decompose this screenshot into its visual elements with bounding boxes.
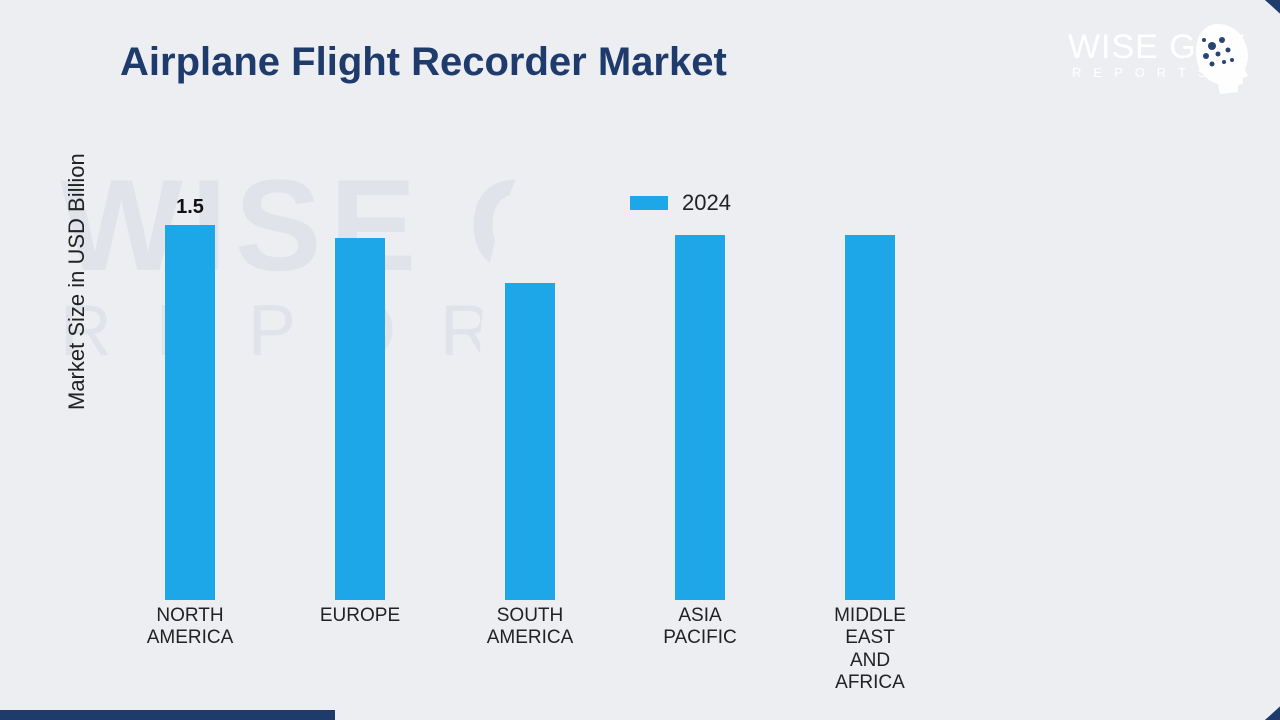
y-axis-label: Market Size in USD Billion bbox=[64, 153, 90, 410]
brand-logo: WISE GUY REPORTS bbox=[1068, 28, 1246, 80]
bar-value-label: 1.5 bbox=[130, 196, 250, 219]
category-label: ASIAPACIFIC bbox=[620, 605, 780, 650]
bottom-accent-strip bbox=[0, 710, 335, 720]
bar-slot: 1.5 bbox=[165, 200, 215, 600]
bar-slot bbox=[505, 200, 555, 600]
category-label: NORTHAMERICA bbox=[110, 605, 270, 650]
chart-title: Airplane Flight Recorder Market bbox=[120, 40, 727, 85]
bar-slot bbox=[335, 200, 385, 600]
bar bbox=[675, 235, 725, 600]
brand-side-panel bbox=[960, 0, 1280, 720]
bar bbox=[505, 283, 555, 601]
plot-area: 1.5NORTHAMERICAEUROPESOUTHAMERICAASIAPAC… bbox=[110, 200, 930, 600]
chart-canvas: WISE GUY REPORTS WISE GUY REPORTS Airpla… bbox=[0, 0, 1280, 720]
bar bbox=[165, 225, 215, 600]
head-silhouette-icon bbox=[1182, 22, 1252, 102]
bar bbox=[845, 235, 895, 600]
bar-slot bbox=[845, 200, 895, 600]
bar bbox=[335, 238, 385, 601]
bar-slot bbox=[675, 200, 725, 600]
category-label: EUROPE bbox=[280, 605, 440, 627]
category-label: MIDDLEEASTANDAFRICA bbox=[790, 605, 950, 695]
category-label: SOUTHAMERICA bbox=[450, 605, 610, 650]
